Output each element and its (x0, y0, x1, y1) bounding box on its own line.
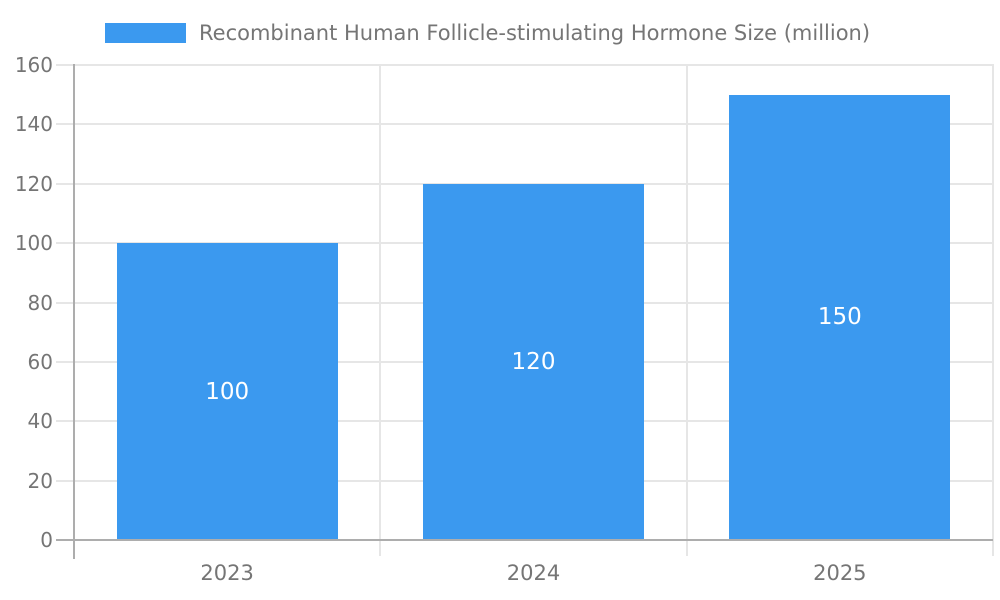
y-tick-label: 0 (40, 528, 53, 552)
legend[interactable]: Recombinant Human Follicle-stimulating H… (105, 21, 870, 45)
y-tick-label: 140 (14, 112, 53, 137)
y-tick-label: 120 (14, 171, 53, 196)
bar[interactable] (116, 243, 338, 540)
legend-swatch-icon (105, 23, 186, 43)
legend-label: Recombinant Human Follicle-stimulating H… (199, 21, 871, 45)
y-tick-label: 60 (27, 349, 53, 374)
gridline (56, 123, 993, 126)
bar-value-label: 150 (817, 304, 862, 331)
y-tick-label: 100 (14, 231, 53, 256)
x-tick-label: 2024 (506, 561, 561, 585)
gridline (379, 64, 382, 556)
bar[interactable] (423, 183, 644, 540)
y-tick-label: 20 (27, 468, 53, 493)
y-tick-label: 160 (14, 53, 53, 77)
y-tick-label: 40 (27, 409, 53, 434)
y-tick-label: 80 (27, 290, 53, 315)
x-axis-baseline (56, 539, 993, 541)
x-tick-label: 2025 (813, 561, 867, 585)
gridline (685, 64, 688, 556)
gridline (992, 64, 994, 556)
bar-value-label: 120 (511, 348, 556, 375)
y-axis-line (73, 64, 75, 559)
bar[interactable] (729, 94, 951, 540)
x-tick-label: 2023 (200, 561, 254, 585)
gridline (56, 64, 993, 66)
bar-value-label: 100 (205, 378, 250, 405)
